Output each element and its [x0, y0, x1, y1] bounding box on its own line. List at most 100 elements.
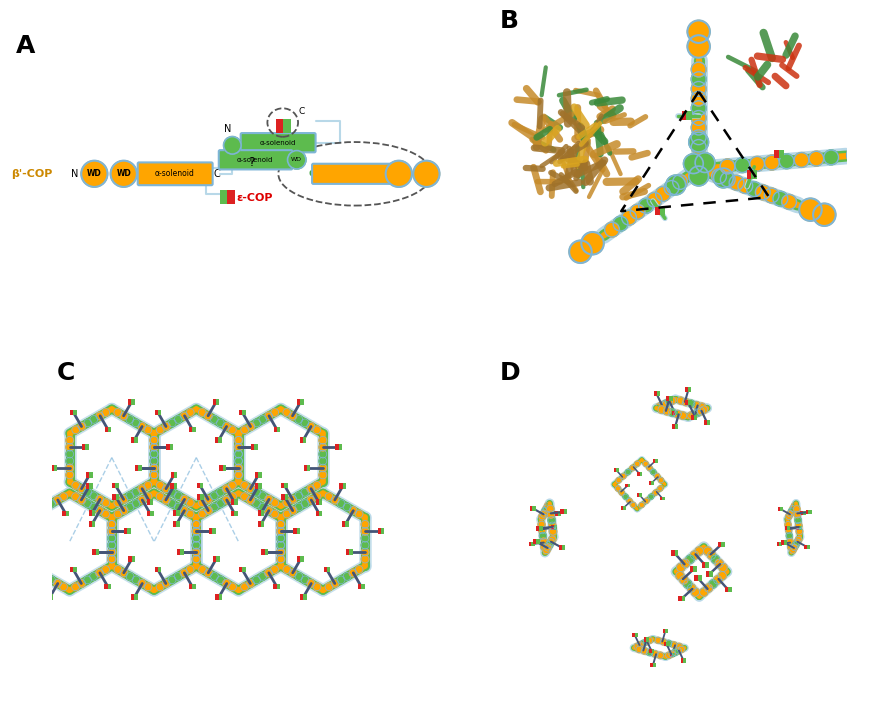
Circle shape: [796, 536, 802, 543]
FancyBboxPatch shape: [180, 549, 183, 555]
FancyBboxPatch shape: [115, 483, 119, 489]
FancyBboxPatch shape: [31, 494, 35, 500]
Circle shape: [799, 199, 822, 221]
Circle shape: [72, 583, 80, 591]
FancyBboxPatch shape: [177, 549, 181, 555]
FancyBboxPatch shape: [751, 170, 756, 179]
Circle shape: [108, 555, 115, 563]
Circle shape: [638, 199, 654, 213]
Circle shape: [205, 507, 213, 515]
FancyBboxPatch shape: [529, 505, 533, 510]
Circle shape: [198, 510, 207, 518]
Circle shape: [84, 576, 91, 584]
Circle shape: [658, 486, 662, 491]
Circle shape: [258, 503, 266, 511]
FancyBboxPatch shape: [92, 510, 96, 516]
Circle shape: [23, 548, 31, 556]
Circle shape: [343, 503, 351, 511]
Circle shape: [809, 151, 823, 166]
FancyBboxPatch shape: [177, 549, 181, 555]
FancyBboxPatch shape: [89, 510, 92, 516]
Circle shape: [150, 451, 157, 458]
Circle shape: [547, 511, 554, 518]
FancyBboxPatch shape: [655, 206, 661, 215]
Circle shape: [331, 579, 339, 587]
Circle shape: [265, 507, 273, 515]
FancyBboxPatch shape: [54, 465, 57, 471]
Circle shape: [271, 499, 279, 507]
FancyBboxPatch shape: [695, 575, 698, 581]
Circle shape: [385, 161, 412, 187]
Circle shape: [89, 503, 97, 511]
Circle shape: [81, 161, 107, 187]
Text: ?: ?: [248, 156, 254, 170]
Circle shape: [301, 489, 308, 496]
FancyBboxPatch shape: [785, 526, 788, 530]
FancyBboxPatch shape: [213, 399, 216, 405]
FancyBboxPatch shape: [563, 509, 567, 514]
Circle shape: [229, 583, 236, 591]
FancyBboxPatch shape: [147, 499, 150, 505]
FancyBboxPatch shape: [197, 483, 200, 489]
Circle shape: [644, 639, 650, 645]
FancyBboxPatch shape: [190, 427, 192, 432]
Circle shape: [823, 150, 839, 165]
FancyBboxPatch shape: [124, 528, 128, 534]
Circle shape: [786, 513, 792, 520]
FancyBboxPatch shape: [171, 472, 174, 477]
Circle shape: [192, 520, 200, 528]
Circle shape: [712, 169, 727, 184]
Circle shape: [253, 500, 260, 508]
FancyBboxPatch shape: [261, 510, 265, 516]
FancyBboxPatch shape: [86, 444, 89, 450]
Circle shape: [630, 204, 645, 219]
Circle shape: [794, 505, 800, 513]
Circle shape: [289, 496, 297, 503]
Text: B: B: [500, 8, 519, 33]
Circle shape: [794, 539, 800, 546]
Circle shape: [120, 496, 128, 503]
Circle shape: [247, 422, 255, 430]
Circle shape: [271, 510, 278, 518]
FancyBboxPatch shape: [251, 444, 255, 450]
Circle shape: [655, 187, 670, 201]
FancyBboxPatch shape: [746, 170, 752, 179]
FancyBboxPatch shape: [261, 522, 265, 527]
Circle shape: [691, 139, 706, 154]
Circle shape: [687, 584, 696, 592]
Circle shape: [235, 471, 242, 479]
Circle shape: [687, 412, 695, 420]
FancyBboxPatch shape: [150, 499, 154, 505]
Circle shape: [700, 406, 708, 413]
Text: C: C: [57, 360, 76, 385]
FancyBboxPatch shape: [778, 507, 780, 511]
Circle shape: [30, 510, 38, 518]
Circle shape: [671, 642, 677, 648]
FancyBboxPatch shape: [299, 437, 303, 443]
Circle shape: [120, 569, 128, 577]
Circle shape: [544, 505, 550, 512]
Circle shape: [541, 543, 548, 551]
FancyBboxPatch shape: [115, 494, 119, 500]
FancyBboxPatch shape: [558, 512, 561, 516]
FancyBboxPatch shape: [209, 528, 213, 534]
Circle shape: [205, 412, 212, 420]
FancyBboxPatch shape: [654, 391, 657, 396]
FancyBboxPatch shape: [675, 425, 679, 429]
Circle shape: [42, 503, 49, 511]
FancyBboxPatch shape: [215, 594, 219, 600]
Circle shape: [663, 408, 670, 415]
Circle shape: [216, 500, 224, 508]
FancyBboxPatch shape: [536, 526, 540, 531]
Circle shape: [677, 397, 684, 404]
Circle shape: [301, 500, 308, 508]
FancyBboxPatch shape: [232, 499, 234, 505]
Circle shape: [691, 130, 706, 145]
Circle shape: [90, 415, 97, 423]
Circle shape: [265, 496, 273, 503]
Circle shape: [150, 457, 157, 465]
Circle shape: [773, 191, 788, 206]
Circle shape: [687, 400, 695, 407]
FancyBboxPatch shape: [685, 400, 688, 405]
Circle shape: [669, 409, 676, 416]
